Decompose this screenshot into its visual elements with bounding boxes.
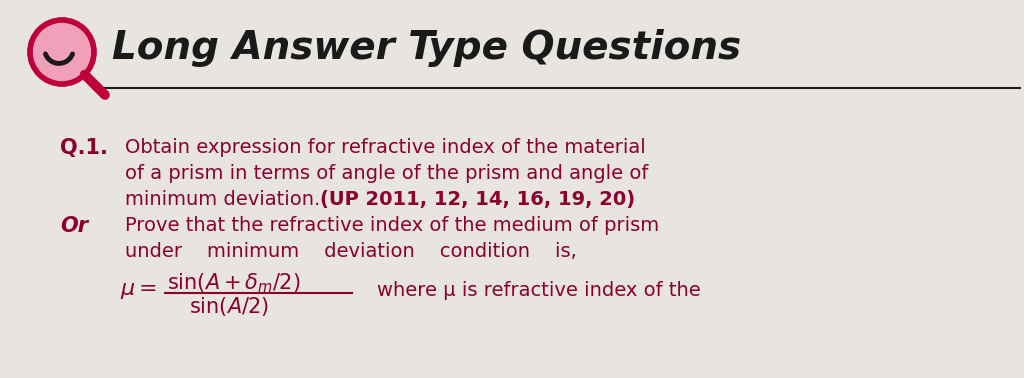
Text: (UP 2011, 12, 14, 16, 19, 20): (UP 2011, 12, 14, 16, 19, 20) bbox=[319, 190, 635, 209]
Text: of a prism in terms of angle of the prism and angle of: of a prism in terms of angle of the pris… bbox=[125, 164, 648, 183]
Text: under    minimum    deviation    condition    is,: under minimum deviation condition is, bbox=[125, 242, 577, 261]
Text: $\sin(A/2)$: $\sin(A/2)$ bbox=[189, 295, 269, 318]
Text: $\sin(A+\delta_m/2)$: $\sin(A+\delta_m/2)$ bbox=[167, 271, 300, 294]
Text: $\mu = $: $\mu = $ bbox=[120, 281, 157, 301]
Wedge shape bbox=[30, 20, 94, 84]
Text: Q.1.: Q.1. bbox=[60, 138, 108, 158]
Text: Obtain expression for refractive index of the material: Obtain expression for refractive index o… bbox=[125, 138, 646, 157]
Text: minimum deviation.: minimum deviation. bbox=[125, 190, 321, 209]
Text: Or: Or bbox=[60, 216, 88, 236]
Text: Long Answer Type Questions: Long Answer Type Questions bbox=[112, 29, 741, 67]
Text: Prove that the refractive index of the medium of prism: Prove that the refractive index of the m… bbox=[125, 216, 659, 235]
Text: where μ is refractive index of the: where μ is refractive index of the bbox=[377, 282, 700, 301]
